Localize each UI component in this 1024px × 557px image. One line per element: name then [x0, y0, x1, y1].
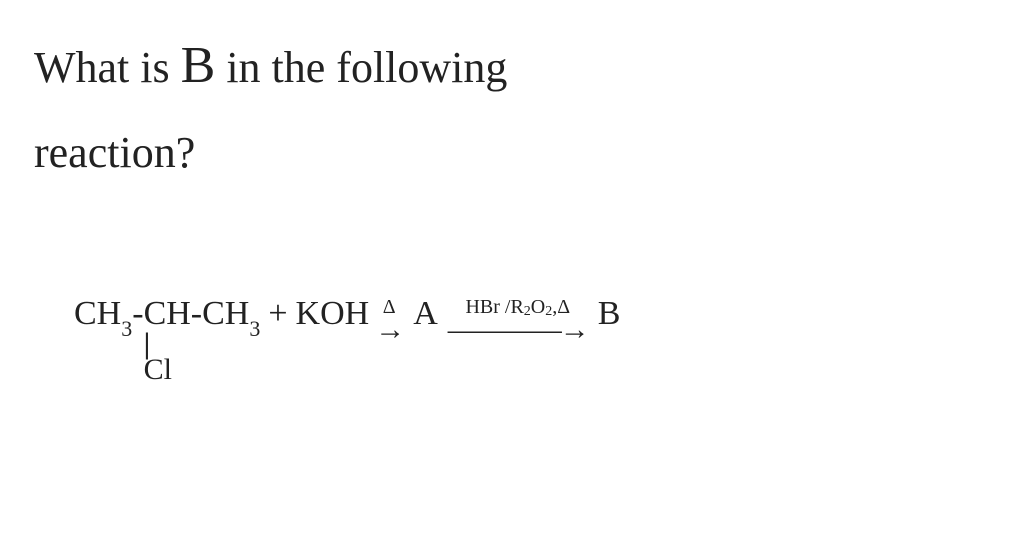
arrow-1: Δ →	[375, 295, 403, 363]
bond-dash-2: -	[191, 295, 202, 332]
vertical-bond: |	[144, 333, 191, 355]
arrow2-over-sub1: 2	[524, 305, 531, 319]
arrow1-under	[375, 343, 403, 363]
arrow2-shaft: ————→	[448, 317, 588, 343]
arrow-2: HBr /R2O2,Δ ————→	[448, 295, 588, 363]
bond-dash: -	[132, 295, 143, 332]
center-cl: Cl	[144, 355, 191, 385]
sub-3b: 3	[249, 316, 260, 341]
center-ch: CH	[144, 295, 191, 333]
question-unknown-symbol: B	[181, 37, 216, 94]
arrow2-under	[448, 343, 588, 363]
question-midfix: in the following	[215, 43, 507, 92]
sub-3: 3	[121, 316, 132, 341]
text-ch: CH	[74, 295, 121, 332]
question-prefix: What is	[34, 43, 181, 92]
arrow2-over-sub2: 2	[545, 305, 552, 319]
reaction-area: CH3- CH | Cl -CH3 + KOH Δ → A	[34, 295, 990, 385]
question-line-2: reaction?	[34, 121, 990, 185]
text-ch-2: CH	[202, 295, 249, 332]
intermediate-A: A	[413, 295, 438, 333]
reactant-left-ch3: CH3-	[74, 295, 144, 333]
reaction-equation: CH3- CH | Cl -CH3 + KOH Δ → A	[74, 295, 990, 385]
page: What is B in the following reaction? CH3…	[0, 0, 1024, 385]
reactant-center-column: CH | Cl	[144, 295, 191, 385]
reagent-koh: KOH	[296, 295, 370, 333]
product-B: B	[598, 295, 621, 333]
question-line-1: What is B in the following	[34, 28, 990, 103]
reactant-right-ch3: -CH3	[191, 295, 261, 333]
arrow1-shaft: →	[375, 317, 403, 343]
plus-sign: +	[268, 295, 287, 333]
